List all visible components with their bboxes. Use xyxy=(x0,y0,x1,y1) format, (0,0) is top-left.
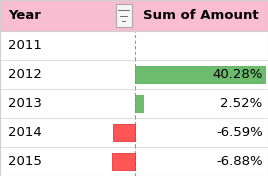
Bar xyxy=(0,0,268,31)
Bar xyxy=(0,118,268,147)
Bar xyxy=(116,4,132,27)
Text: -6.88%: -6.88% xyxy=(216,155,263,168)
Text: 2015: 2015 xyxy=(8,155,42,168)
Bar xyxy=(0,89,268,118)
Text: Sum of Amount: Sum of Amount xyxy=(143,9,259,22)
Bar xyxy=(135,95,143,112)
Bar xyxy=(0,31,268,60)
Text: 2013: 2013 xyxy=(8,97,42,110)
Text: -6.59%: -6.59% xyxy=(216,126,263,139)
Bar xyxy=(113,124,135,141)
Text: 2014: 2014 xyxy=(8,126,42,139)
Text: 40.28%: 40.28% xyxy=(212,68,263,81)
Bar xyxy=(0,147,268,176)
Bar xyxy=(135,66,265,83)
Bar xyxy=(0,60,268,89)
Text: 2011: 2011 xyxy=(8,39,42,52)
Text: 2.52%: 2.52% xyxy=(220,97,263,110)
Text: Year: Year xyxy=(8,9,41,22)
Bar xyxy=(112,153,135,170)
Text: 2012: 2012 xyxy=(8,68,42,81)
